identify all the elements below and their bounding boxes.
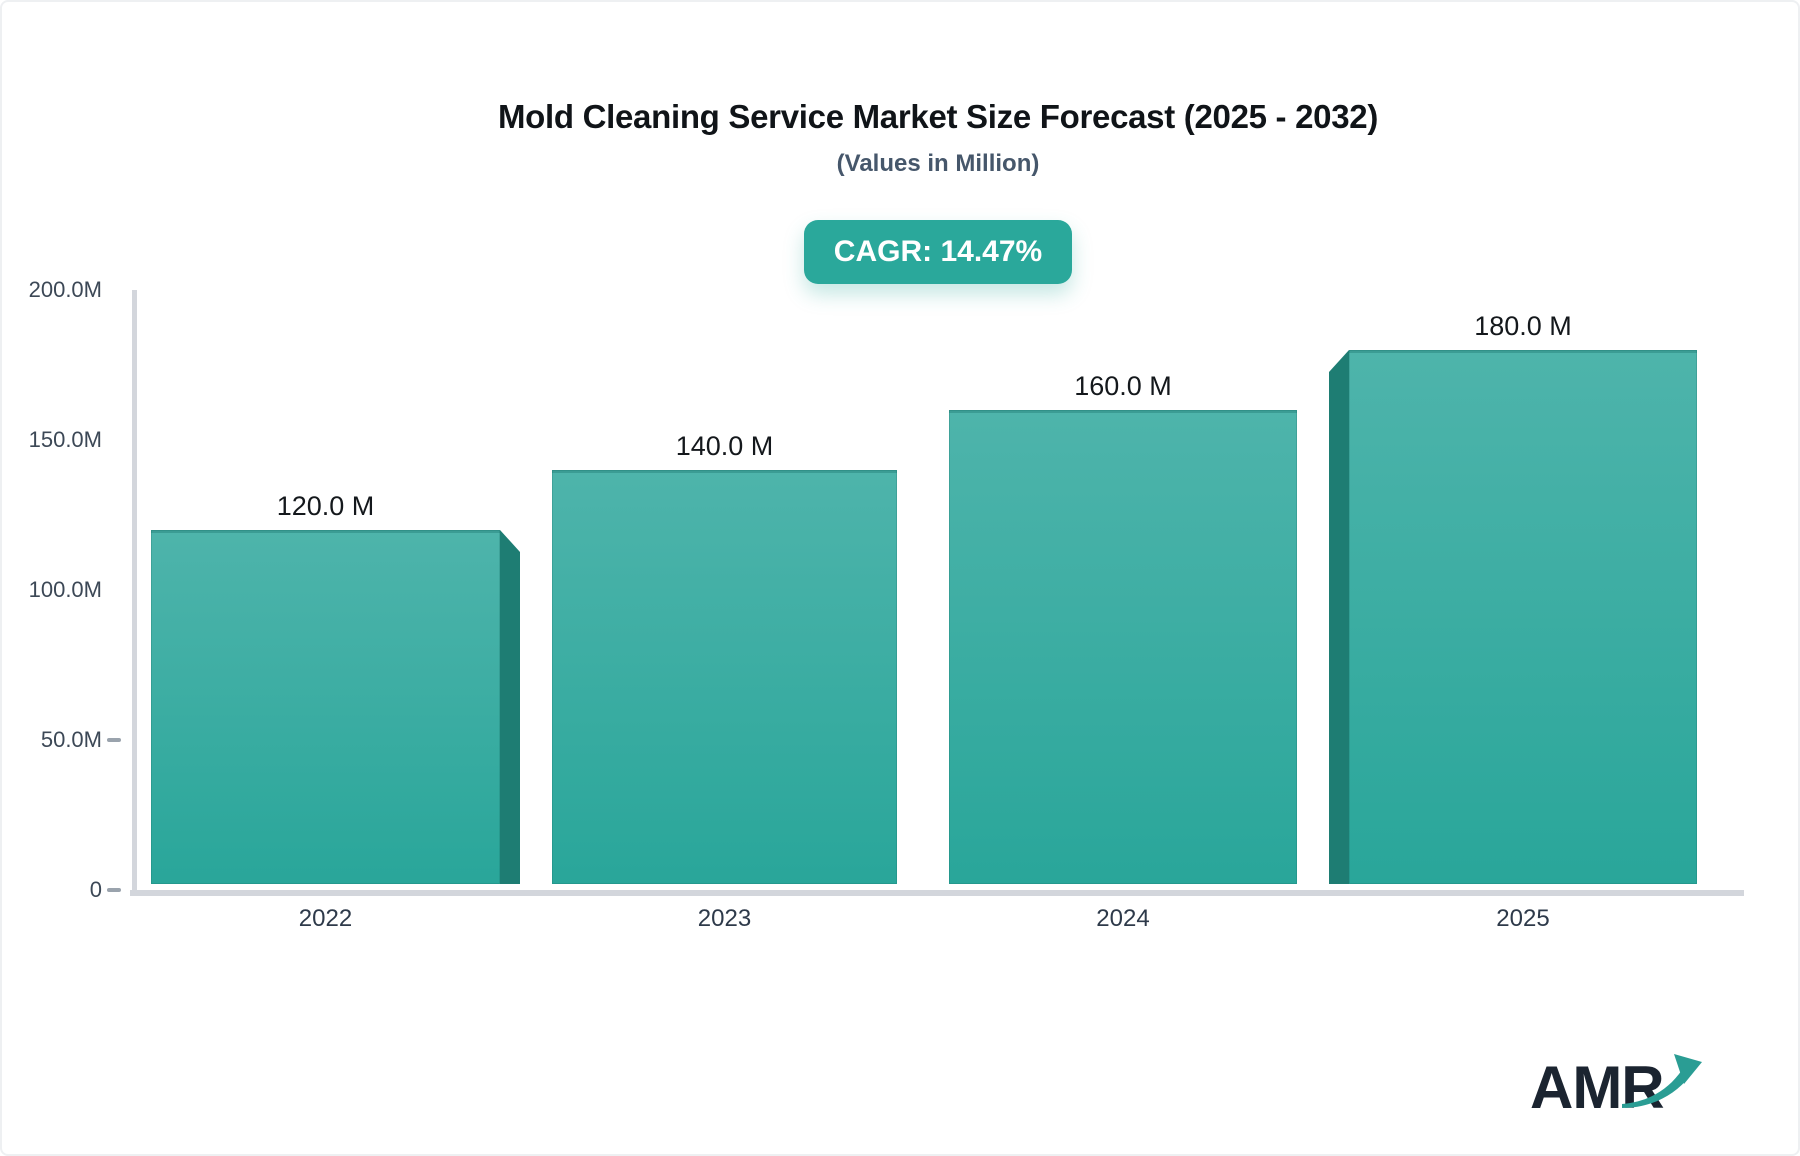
bar-rect (1349, 350, 1697, 884)
bar-value-label: 160.0 M (1074, 371, 1172, 401)
y-tick-label: 100.0M (28, 577, 102, 602)
amr-logo: AMR (1530, 1054, 1740, 1138)
x-axis-label-2022: 2022 (298, 905, 353, 932)
bar-rect (552, 470, 897, 884)
growth-arrow-icon (1622, 1054, 1702, 1108)
chart-header: Mold Cleaning Service Market Size Foreca… (132, 2, 1744, 284)
y-axis-tick-50: 50.0M (2, 725, 121, 755)
chart-subtitle: (Values in Million) (836, 150, 1040, 177)
bar-rect (949, 410, 1297, 884)
bar-value-label: 180.0 M (1474, 311, 1572, 341)
chart-title: Mold Cleaning Service Market Size Foreca… (497, 98, 1379, 135)
y-axis-tick-100: 100.0M (2, 575, 102, 605)
tick-mark (107, 888, 121, 892)
y-tick-label: 50.0M (40, 727, 102, 752)
y-tick-label: 0 (89, 877, 102, 902)
y-axis-tick-150: 150.0M (2, 425, 102, 455)
x-axis-label-2024: 2024 (1096, 905, 1150, 932)
tick-mark (107, 738, 121, 742)
x-axis-label-2023: 2023 (697, 905, 752, 932)
y-tick-label: 200.0M (28, 277, 102, 302)
x-axis-line (130, 890, 1744, 896)
y-axis-line (132, 290, 137, 896)
x-axis-label-2025: 2025 (1496, 905, 1550, 932)
bar-rect (151, 530, 500, 884)
cagr-badge: CAGR: 14.47% (803, 220, 1073, 284)
bar-3d-side (1329, 350, 1349, 884)
y-tick-label: 150.0M (28, 427, 102, 452)
y-axis-tick-0: 0 (2, 875, 121, 905)
plot-area: 200.0M 150.0M 100.0M 50.0M 0 120.0 M 140… (29, 277, 1744, 932)
bar-3d-side (500, 530, 520, 884)
bar-value-label: 120.0 M (276, 491, 375, 521)
amr-logo-text: AMR (1530, 1054, 1665, 1121)
y-axis-tick-200: 200.0M (2, 275, 102, 305)
bar-value-label: 140.0 M (675, 431, 774, 461)
